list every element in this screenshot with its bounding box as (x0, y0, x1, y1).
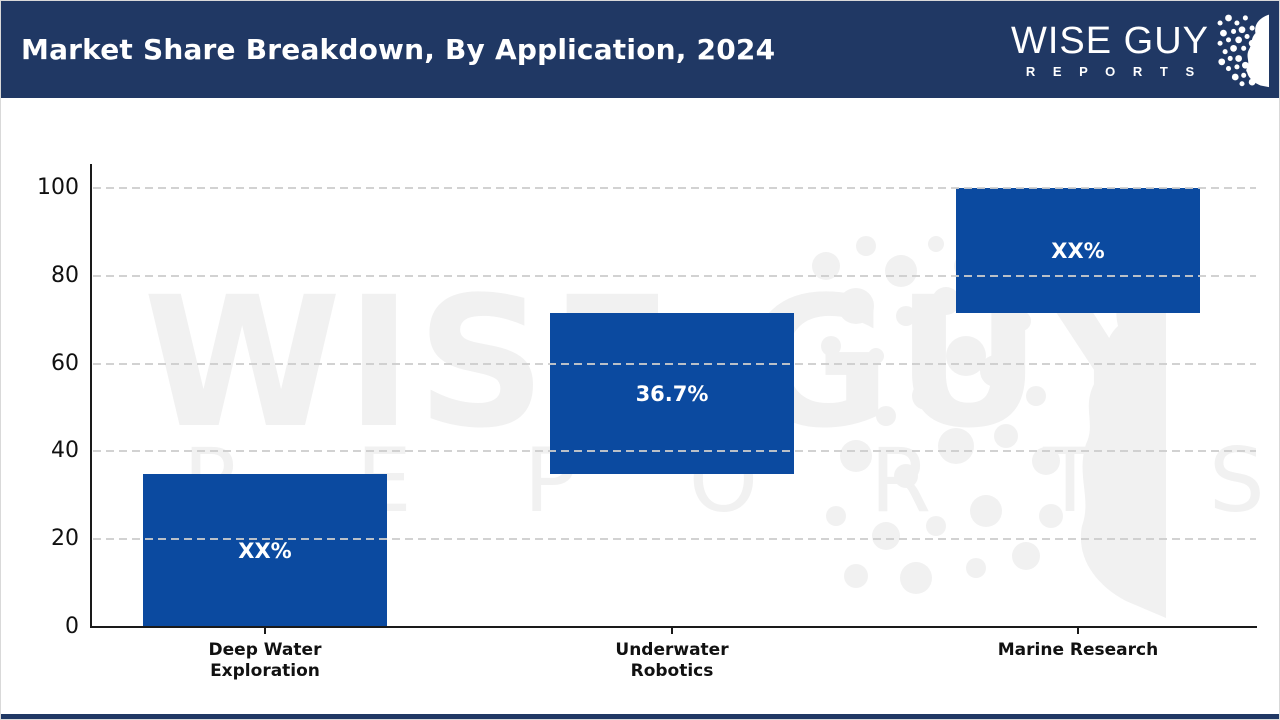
x-axis (90, 626, 1257, 628)
gridline-60 (93, 362, 1256, 365)
gridline-40 (93, 450, 1256, 453)
gridline-20 (93, 538, 1256, 541)
x-category-label: Marine Research (997, 640, 1159, 660)
logo-head-icon (1217, 14, 1269, 87)
x-tick (1077, 627, 1079, 634)
header: Market Share Breakdown, By Application, … (1, 1, 1279, 98)
y-tick-label: 60 (51, 350, 79, 376)
footer-bar (1, 714, 1279, 719)
logo-text: WISE GUY R E P O R T S (1011, 21, 1209, 79)
bar-value-label: XX% (1051, 238, 1105, 263)
y-tick-label: 80 (51, 262, 79, 288)
gridline-80 (93, 274, 1256, 277)
bar-value-label: XX% (238, 538, 292, 563)
y-tick-label: 100 (37, 175, 79, 200)
gridline-100 (93, 187, 1256, 189)
bar-1 (143, 474, 387, 627)
logo-subtext: R E P O R T S (1025, 63, 1202, 79)
bar-value-label: 36.7% (635, 381, 709, 406)
x-category-label: Underwater Robotics (615, 640, 729, 681)
page-title: Market Share Breakdown, By Application, … (21, 33, 776, 66)
wise-guy-logo: WISE GUY R E P O R T S (1011, 1, 1269, 98)
x-tick (264, 627, 266, 634)
logo-wordmark: WISE GUY (1010, 19, 1209, 62)
y-axis (90, 164, 92, 627)
y-tick-label: 20 (51, 526, 79, 552)
x-category-label: Deep Water Exploration (208, 640, 322, 681)
y-tick-label: 0 (65, 614, 79, 639)
x-tick (671, 627, 673, 634)
y-tick-label: 40 (51, 438, 79, 464)
bar-2 (550, 313, 794, 475)
